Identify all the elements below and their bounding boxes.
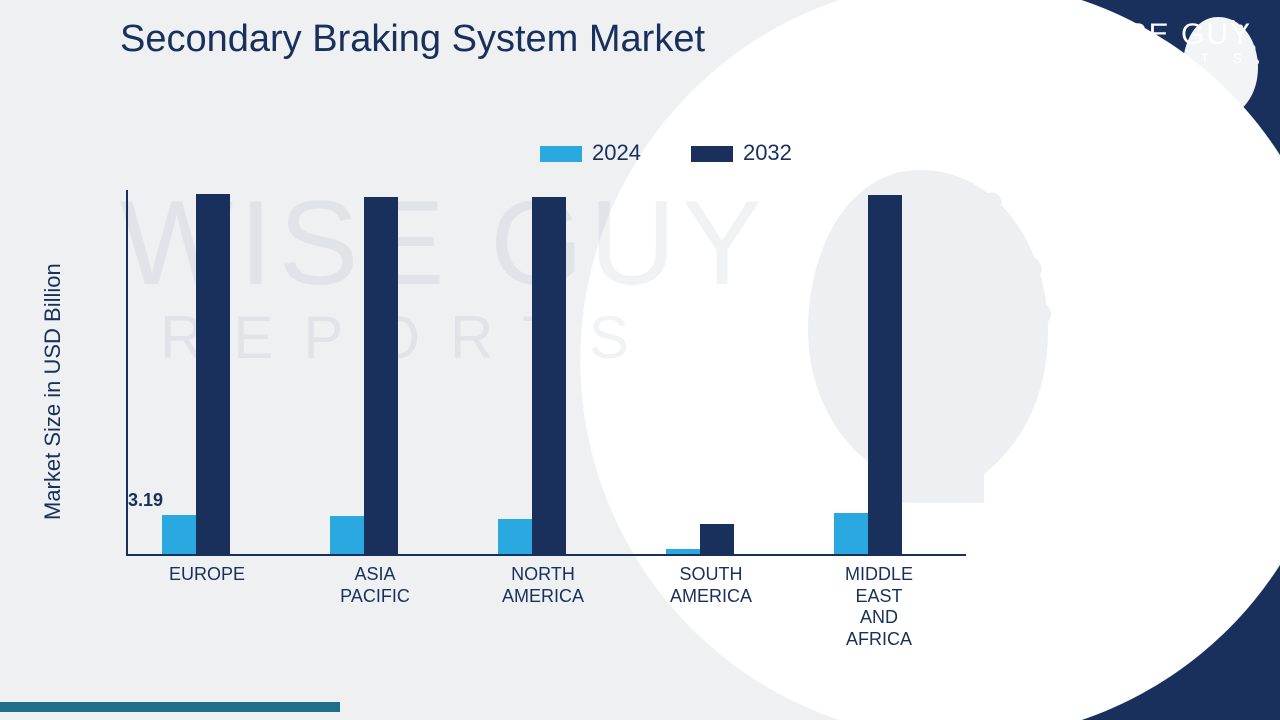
bar-2024 (162, 515, 196, 554)
stage: WISE GUY REPORTS WISE GUY R E P O R T S … (0, 0, 1280, 720)
legend-swatch-2024 (540, 146, 582, 162)
x-axis-label: SOUTHAMERICA (636, 556, 786, 607)
bar-2032 (700, 524, 734, 555)
legend-item-2032: 2032 (691, 140, 792, 166)
plot-area: 3.19EUROPEASIAPACIFICNORTHAMERICASOUTHAM… (126, 190, 966, 556)
legend-label-2024: 2024 (592, 140, 641, 165)
bar-2024 (666, 549, 700, 554)
x-axis-label: NORTHAMERICA (468, 556, 618, 607)
bar-group: 3.19EUROPE (132, 190, 282, 556)
bottom-rule (0, 702, 340, 712)
bar-2032 (532, 197, 566, 554)
bar-group: MIDDLEEASTANDAFRICA (804, 190, 954, 556)
bar-group: SOUTHAMERICA (636, 190, 786, 556)
brand-line1: WISE GUY (1032, 18, 1252, 52)
bar-2024 (330, 516, 364, 554)
x-axis-label: EUROPE (132, 556, 282, 586)
bar-group: NORTHAMERICA (468, 190, 618, 556)
bar-2024 (834, 513, 868, 554)
bar-2032 (196, 194, 230, 554)
y-axis-label: Market Size in USD Billion (40, 263, 66, 520)
bar-group: ASIAPACIFIC (300, 190, 450, 556)
x-axis-label: MIDDLEEASTANDAFRICA (804, 556, 954, 650)
bar-2032 (364, 197, 398, 554)
brand-line2: R E P O R T S (1032, 50, 1252, 66)
x-axis-label: ASIAPACIFIC (300, 556, 450, 607)
legend-swatch-2032 (691, 146, 733, 162)
chart-title: Secondary Braking System Market (120, 18, 705, 61)
brand-block: WISE GUY R E P O R T S (1032, 18, 1252, 66)
bar-value-label: 3.19 (128, 490, 163, 511)
bar-2032 (868, 195, 902, 554)
bar-2024 (498, 519, 532, 554)
legend: 2024 2032 (540, 140, 792, 166)
legend-label-2032: 2032 (743, 140, 792, 165)
legend-item-2024: 2024 (540, 140, 641, 166)
